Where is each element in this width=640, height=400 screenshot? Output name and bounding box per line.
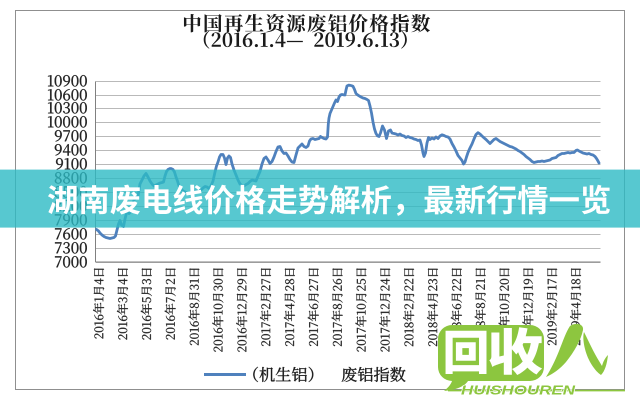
- svg-text:HUISHOUREN: HUISHOUREN: [461, 383, 576, 398]
